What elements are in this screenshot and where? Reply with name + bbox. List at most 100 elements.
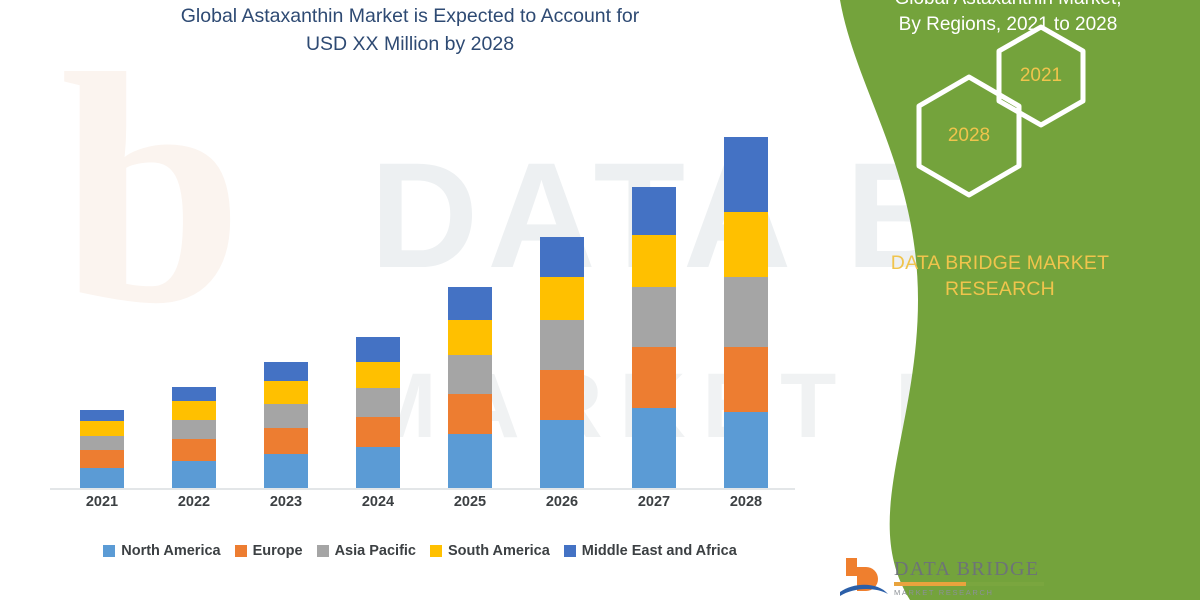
chart-legend: North America Europe Asia Pacific South Ame… xyxy=(50,538,790,564)
legend-label: South America xyxy=(448,543,550,559)
bar-group-2026 xyxy=(516,60,608,490)
bar-segment-europe[interactable] xyxy=(632,347,676,409)
stacked-bar[interactable] xyxy=(172,386,216,490)
bar-segment-north-america[interactable] xyxy=(172,461,216,490)
hexagon-2028-label: 2028 xyxy=(947,125,991,146)
x-axis-tick-2023: 2023 xyxy=(269,494,303,510)
legend-label: North America xyxy=(121,543,221,559)
bar-segment-middle-east-and-africa[interactable] xyxy=(264,361,308,381)
bar-segment-south-america[interactable] xyxy=(264,380,308,404)
watermark-glyph: b xyxy=(60,7,244,372)
legend-swatch-icon xyxy=(316,545,329,557)
bar-segment-europe[interactable] xyxy=(172,439,216,462)
bar-segment-europe[interactable] xyxy=(264,427,308,454)
logo-wordmark: DATA BRIDGE MARKET RESEARCH xyxy=(894,558,1044,597)
bar-segment-europe[interactable] xyxy=(540,369,584,421)
bar-segment-north-america[interactable] xyxy=(632,408,676,490)
chart-title-line-1: Global Astaxanthin Market is Expected to… xyxy=(180,5,640,27)
stacked-bar[interactable] xyxy=(724,137,768,490)
logo-rule xyxy=(894,582,1044,586)
bar-segment-south-america[interactable] xyxy=(356,361,400,388)
bar-segment-asia-pacific[interactable] xyxy=(632,287,676,348)
bar-group-2021 xyxy=(56,60,148,490)
chart-panel: b DATA BRIDGE MARKET RESEARCH Global Ast… xyxy=(50,2,1200,564)
legend-swatch-icon xyxy=(234,545,247,557)
bar-segment-asia-pacific[interactable] xyxy=(540,319,584,370)
stacked-bar[interactable] xyxy=(632,187,676,490)
brand-name: DATA BRIDGE MARKET RESEARCH xyxy=(820,250,1180,302)
bar-segment-south-america[interactable] xyxy=(632,235,676,288)
bar-segment-middle-east-and-africa[interactable] xyxy=(80,409,124,422)
bar-group-2023 xyxy=(240,60,332,490)
right-panel-title: Global Astaxanthin Market, By Regions, 2… xyxy=(828,0,1188,38)
brand-name-line-1: DATA BRIDGE MARKET xyxy=(890,252,1110,274)
x-axis-tick-2024: 2024 xyxy=(361,494,395,510)
bar-segment-north-america[interactable] xyxy=(724,412,768,490)
bar-segment-asia-pacific[interactable] xyxy=(724,277,768,348)
legend-item-asia-pacific[interactable]: Asia Pacific xyxy=(316,543,416,559)
axis-baseline xyxy=(50,488,795,490)
logo-name: DATA BRIDGE xyxy=(894,558,1040,580)
bar-segment-south-america[interactable] xyxy=(448,320,492,356)
stacked-bar[interactable] xyxy=(80,409,124,490)
bar-segment-europe[interactable] xyxy=(80,450,124,469)
x-axis-tick-2026: 2026 xyxy=(545,494,579,510)
chart-title: Global Astaxanthin Market is Expected to… xyxy=(60,2,760,58)
bar-segment-europe[interactable] xyxy=(356,416,400,447)
bar-segment-middle-east-and-africa[interactable] xyxy=(448,287,492,321)
bar-segment-south-america[interactable] xyxy=(80,421,124,437)
logo-mark-icon xyxy=(838,556,890,600)
bar-segment-north-america[interactable] xyxy=(540,420,584,490)
bar-segment-north-america[interactable] xyxy=(356,446,400,490)
bar-segment-south-america[interactable] xyxy=(172,401,216,421)
bar-segment-north-america[interactable] xyxy=(448,433,492,490)
bar-segment-asia-pacific[interactable] xyxy=(172,420,216,440)
bar-segment-middle-east-and-africa[interactable] xyxy=(172,386,216,402)
legend-label: Middle East and Africa xyxy=(581,543,737,559)
bar-segment-europe[interactable] xyxy=(724,347,768,412)
bar-segment-south-america[interactable] xyxy=(540,276,584,320)
x-axis-tick-2028: 2028 xyxy=(729,494,763,510)
bar-segment-north-america[interactable] xyxy=(264,454,308,490)
bar-segment-asia-pacific[interactable] xyxy=(448,355,492,394)
legend-item-south-america[interactable]: South America xyxy=(430,543,550,559)
bar-segment-north-america[interactable] xyxy=(80,468,124,490)
legend-label: Europe xyxy=(252,543,303,559)
right-panel-title-line-2: By Regions, 2021 to 2028 xyxy=(898,14,1118,35)
x-axis-tick-2021: 2021 xyxy=(85,494,119,510)
bar-group-2025 xyxy=(424,60,516,490)
bar-segment-middle-east-and-africa[interactable] xyxy=(540,236,584,277)
chart-title-line-2: USD XX Million by 2028 xyxy=(305,33,515,55)
stacked-bar[interactable] xyxy=(540,236,584,490)
x-axis-tick-2027: 2027 xyxy=(637,494,671,510)
plot-area xyxy=(50,60,790,490)
legend-swatch-icon xyxy=(563,545,576,557)
bar-segment-middle-east-and-africa[interactable] xyxy=(724,137,768,213)
x-axis-tick-2025: 2025 xyxy=(453,494,487,510)
hexagon-2021: 2021 xyxy=(993,22,1089,130)
bar-segment-asia-pacific[interactable] xyxy=(80,436,124,451)
bar-group-2027 xyxy=(608,60,700,490)
bar-segment-middle-east-and-africa[interactable] xyxy=(356,337,400,362)
x-axis-labels: 2021 2022 2023 2024 2025 2026 2027 2028 xyxy=(50,494,790,520)
data-bridge-logo: DATA BRIDGE MARKET RESEARCH xyxy=(838,556,1078,600)
bar-segment-south-america[interactable] xyxy=(724,212,768,278)
brand-name-line-2: RESEARCH xyxy=(945,278,1055,300)
green-panel-content: Global Astaxanthin Market, By Regions, 2… xyxy=(800,0,1200,600)
legend-item-north-america[interactable]: North America xyxy=(103,543,221,559)
bar-segment-middle-east-and-africa[interactable] xyxy=(632,187,676,236)
hexagon-2021-label: 2021 xyxy=(1019,65,1063,86)
legend-item-europe[interactable]: Europe xyxy=(234,543,303,559)
bar-segment-asia-pacific[interactable] xyxy=(356,388,400,417)
legend-label: Asia Pacific xyxy=(334,543,416,559)
bar-segment-europe[interactable] xyxy=(448,394,492,434)
stacked-bar[interactable] xyxy=(356,337,400,490)
legend-item-middle-east-and-africa[interactable]: Middle East and Africa xyxy=(563,543,737,559)
right-panel-title-line-1: Global Astaxanthin Market, xyxy=(828,0,1188,12)
stacked-bar[interactable] xyxy=(448,287,492,490)
stacked-bar[interactable] xyxy=(264,361,308,490)
logo-subtitle: MARKET RESEARCH xyxy=(894,588,994,597)
bar-segment-asia-pacific[interactable] xyxy=(264,403,308,428)
bar-group-2022 xyxy=(148,60,240,490)
